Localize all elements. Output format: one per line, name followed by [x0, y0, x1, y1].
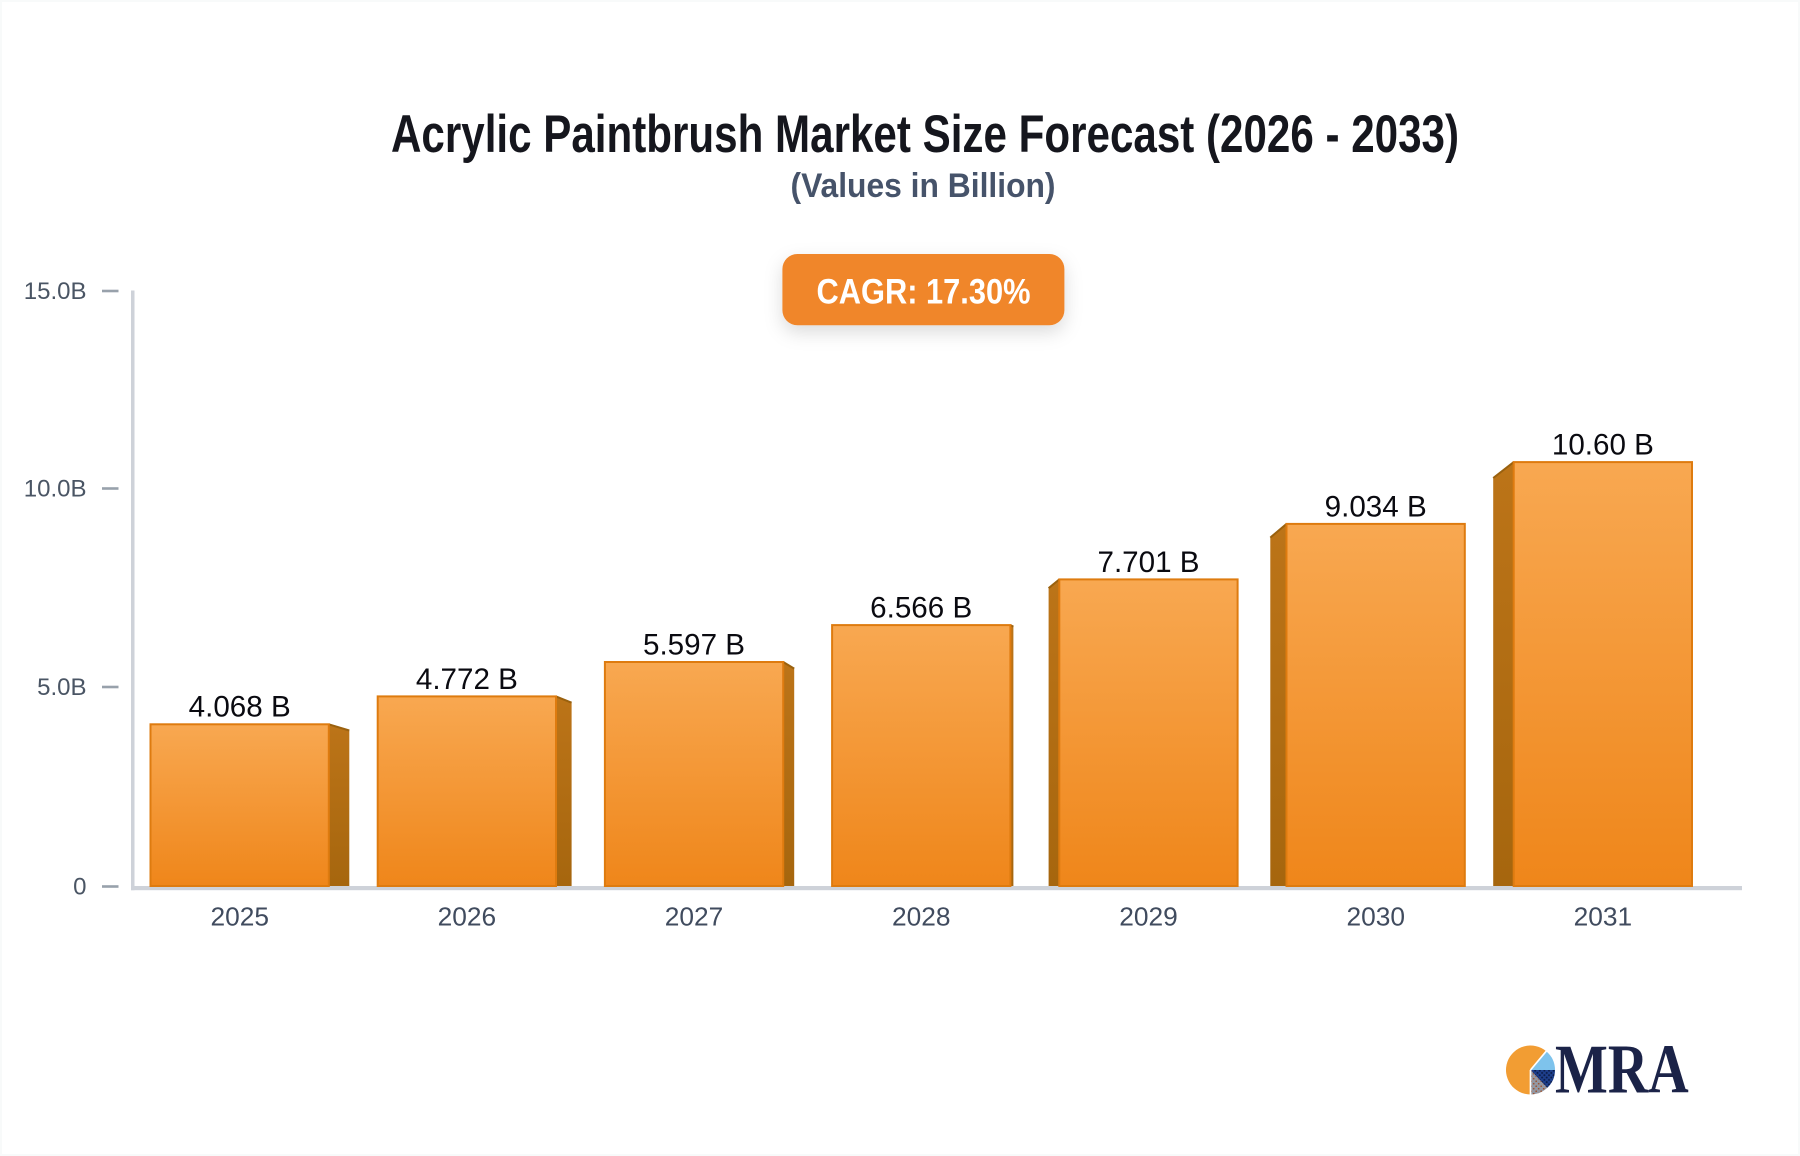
svg-text:7.701 B: 7.701 B — [1097, 546, 1199, 579]
svg-text:4.772 B: 4.772 B — [416, 663, 518, 696]
svg-text:2027: 2027 — [665, 902, 724, 932]
svg-text:MRA: MRA — [1555, 1031, 1689, 1108]
svg-text:5.597 B: 5.597 B — [643, 628, 745, 661]
svg-text:5.0B: 5.0B — [37, 674, 86, 701]
svg-text:2025: 2025 — [210, 902, 269, 932]
svg-text:2031: 2031 — [1574, 902, 1633, 932]
svg-text:2029: 2029 — [1119, 902, 1178, 932]
svg-text:CAGR: 17.30%: CAGR: 17.30% — [817, 272, 1031, 312]
svg-text:0: 0 — [73, 873, 86, 900]
svg-text:15.0B: 15.0B — [24, 278, 87, 305]
svg-text:10.60 B: 10.60 B — [1552, 429, 1654, 462]
svg-text:2026: 2026 — [438, 902, 497, 932]
svg-text:10.0B: 10.0B — [24, 475, 87, 502]
svg-text:2030: 2030 — [1346, 902, 1405, 932]
svg-text:6.566 B: 6.566 B — [870, 592, 972, 625]
svg-text:(Values in Billion): (Values in Billion) — [791, 167, 1056, 205]
svg-text:Acrylic Paintbrush Market Size: Acrylic Paintbrush Market Size Forecast … — [391, 105, 1459, 164]
svg-text:2028: 2028 — [892, 902, 951, 932]
svg-text:4.068 B: 4.068 B — [189, 691, 291, 724]
svg-text:9.034 B: 9.034 B — [1325, 490, 1427, 523]
